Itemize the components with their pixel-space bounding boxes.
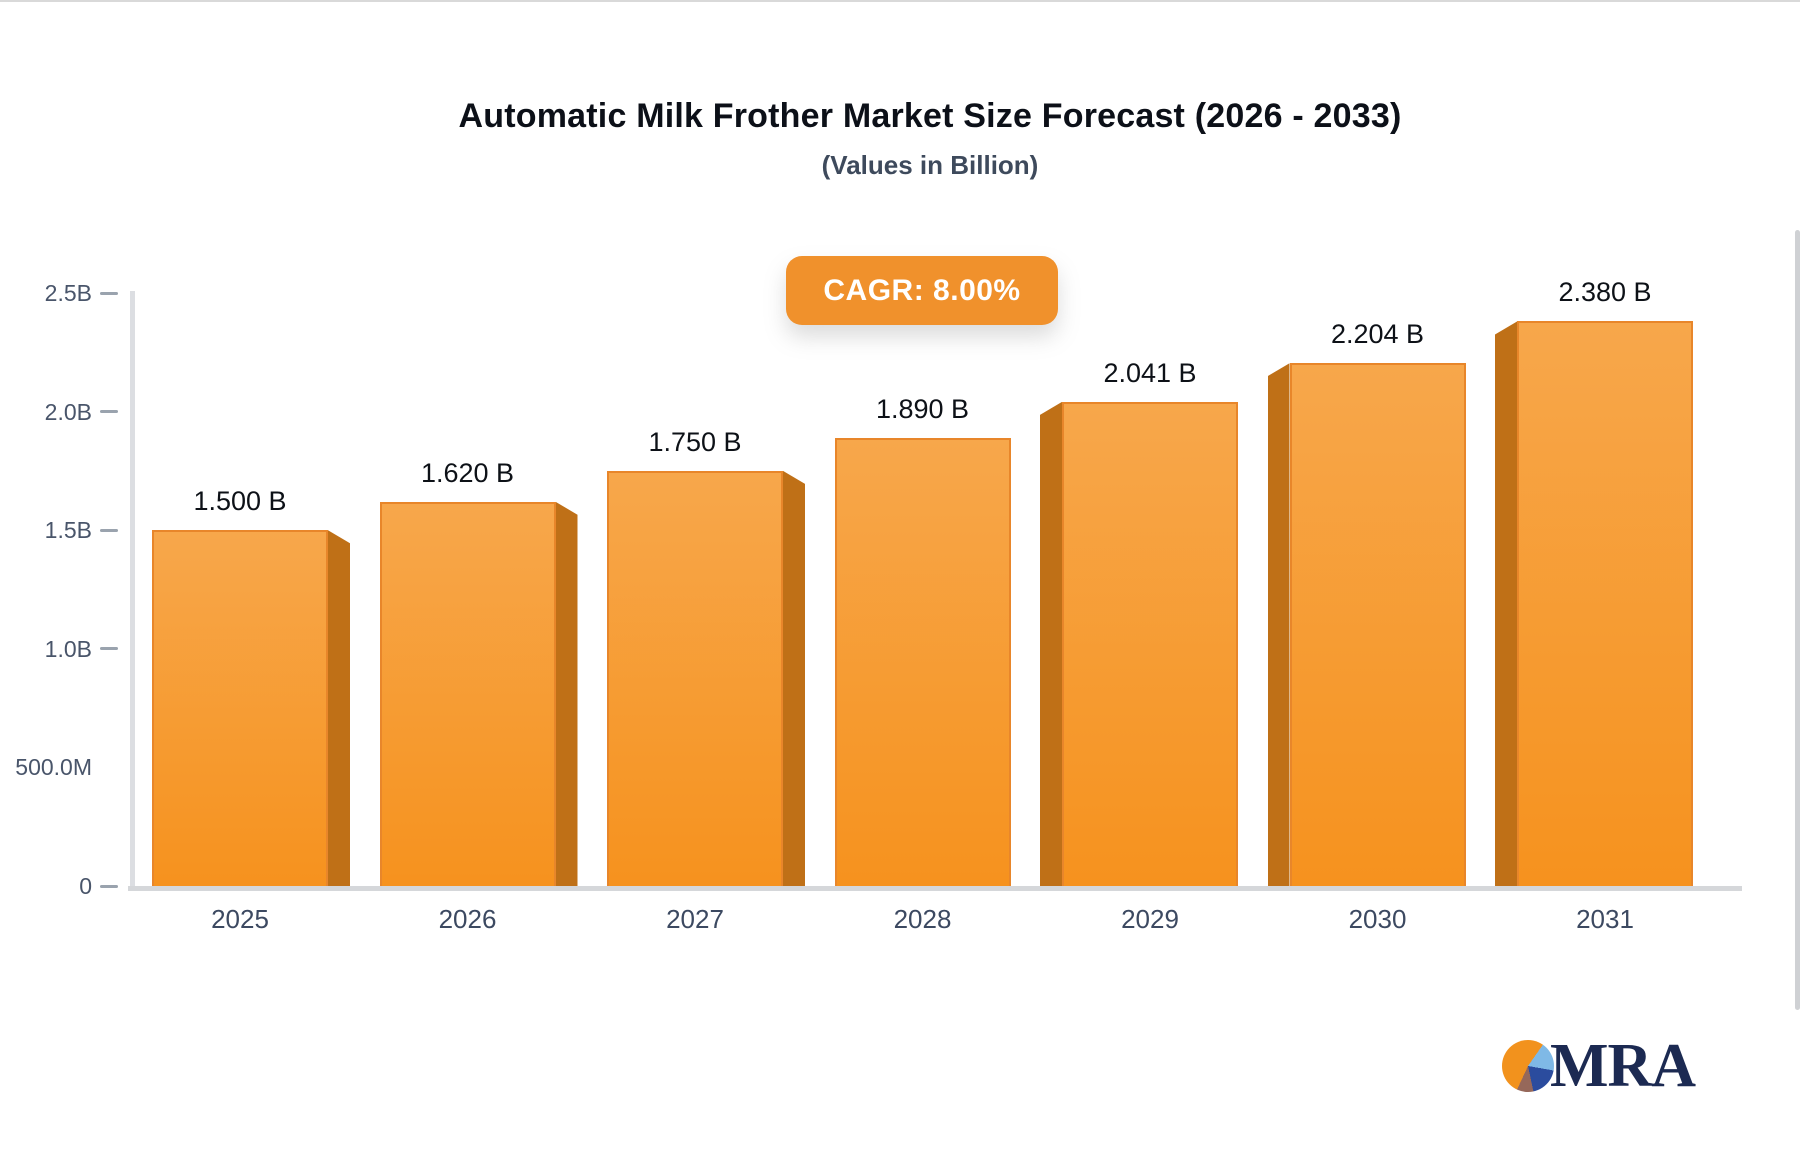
bar-2025: [152, 530, 328, 886]
x-axis-label-2030: 2030: [1348, 904, 1407, 934]
bar-2026: [379, 501, 556, 886]
bar-value-label: 2.041 B: [1103, 357, 1197, 388]
bar-2028: [834, 437, 1011, 886]
y-axis-tick-label: 2.5B: [44, 280, 92, 306]
bar-value-label: 1.890 B: [875, 393, 970, 424]
y-axis-tick-mark: [100, 528, 118, 532]
bar-value-label: 1.750 B: [648, 426, 742, 457]
x-axis-label-2031: 2031: [1576, 904, 1634, 934]
bar-3d-side: [328, 530, 350, 886]
vertical-scrollbar-thumb[interactable]: [1795, 230, 1800, 1010]
bar-2029: [1062, 401, 1238, 886]
chart-title: Automatic Milk Frother Market Size Forec…: [458, 97, 1402, 135]
bar-value-label: 1.500 B: [193, 486, 287, 517]
bar-3d-side: [555, 501, 578, 886]
bar-2027: [607, 470, 783, 886]
x-axis-label-2027: 2027: [666, 904, 724, 934]
cagr-badge-label: CAGR: 8.00%: [823, 273, 1021, 307]
bar-3d-side: [1040, 401, 1062, 886]
y-axis-tick-mark: [100, 410, 118, 414]
x-axis-label-2026: 2026: [438, 904, 497, 934]
chart-subtitle: (Values in Billion): [821, 150, 1039, 180]
bar-2031: [1517, 321, 1693, 886]
bar-3d-side: [783, 470, 805, 886]
bar-3d-side: [1267, 363, 1290, 886]
y-axis-tick-mark: [100, 884, 118, 888]
mra-logo-text: MRA: [1550, 1032, 1696, 1100]
cagr-badge: CAGR: 8.00%: [786, 256, 1058, 325]
window-top-edge: [0, 0, 1800, 2]
bar-2030: [1289, 363, 1466, 886]
x-axis-baseline: [128, 886, 1742, 891]
bar-3d-side: [1495, 321, 1517, 886]
bar-value-label: 1.620 B: [420, 457, 515, 488]
y-axis-tick-mark: [100, 647, 118, 651]
y-axis-tick-mark: [100, 291, 118, 295]
mra-logo-pie-icon: [1502, 1040, 1554, 1092]
mra-logo: MRA: [1502, 1032, 1696, 1100]
bar-value-label: 2.204 B: [1330, 319, 1425, 350]
y-axis-tick-label: 1.0B: [44, 635, 92, 662]
y-axis-tick-label: 2.0B: [44, 398, 92, 425]
y-axis-line: [130, 291, 135, 888]
x-axis-label-2025: 2025: [211, 904, 269, 934]
x-axis-label-2028: 2028: [893, 904, 952, 934]
x-axis-label-2029: 2029: [1121, 904, 1179, 934]
y-axis-tick-label: 0: [79, 873, 92, 899]
y-axis-tick-label: 500.0M: [15, 754, 92, 781]
bar-value-label: 2.380 B: [1558, 277, 1652, 308]
y-axis-tick-label: 1.5B: [44, 517, 92, 544]
